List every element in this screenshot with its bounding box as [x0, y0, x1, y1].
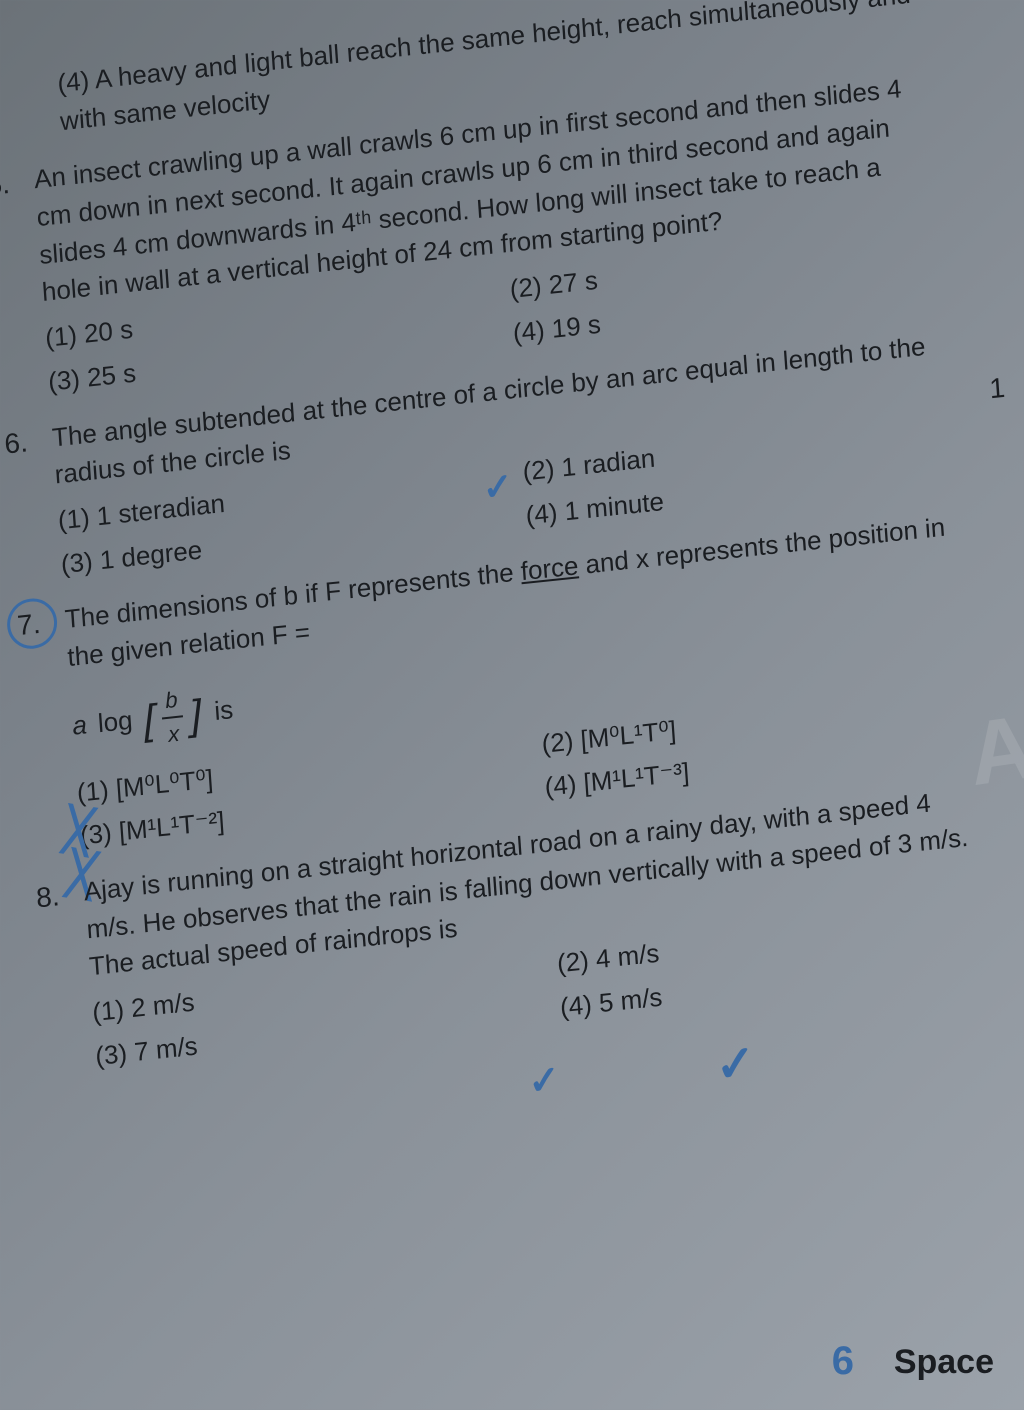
q8-number: 8. — [35, 876, 61, 919]
q7-eq-a: a — [71, 709, 87, 740]
page-content: (4) A heavy and light ball reach the sam… — [0, 0, 1024, 1120]
q7-text-b: force — [520, 551, 580, 587]
q7-number: 7. — [16, 604, 42, 647]
q7-eq-b: b — [160, 683, 183, 719]
q7-eq-log: log — [97, 704, 134, 738]
footer-space: Space — [894, 1343, 994, 1382]
q7-eq-is: is — [213, 694, 234, 726]
q6-number: 6. — [3, 422, 29, 465]
bracket-right: ] — [188, 690, 203, 738]
pen-mark-6: 6 — [832, 1339, 854, 1384]
q5-number: 5. — [0, 164, 11, 207]
pen-tick-q8-4: ✓ — [526, 1053, 562, 1111]
fraction: b x — [160, 683, 185, 751]
right-num-11: 11. — [938, 0, 978, 3]
pen-tick-q8-4b: ✓ — [713, 1028, 758, 1102]
right-num-1: 1 — [988, 368, 1006, 410]
bracket-left: [ — [142, 695, 157, 743]
q7-eq-x: x — [163, 717, 185, 751]
pen-tick-q6: ✓ — [0, 419, 2, 483]
